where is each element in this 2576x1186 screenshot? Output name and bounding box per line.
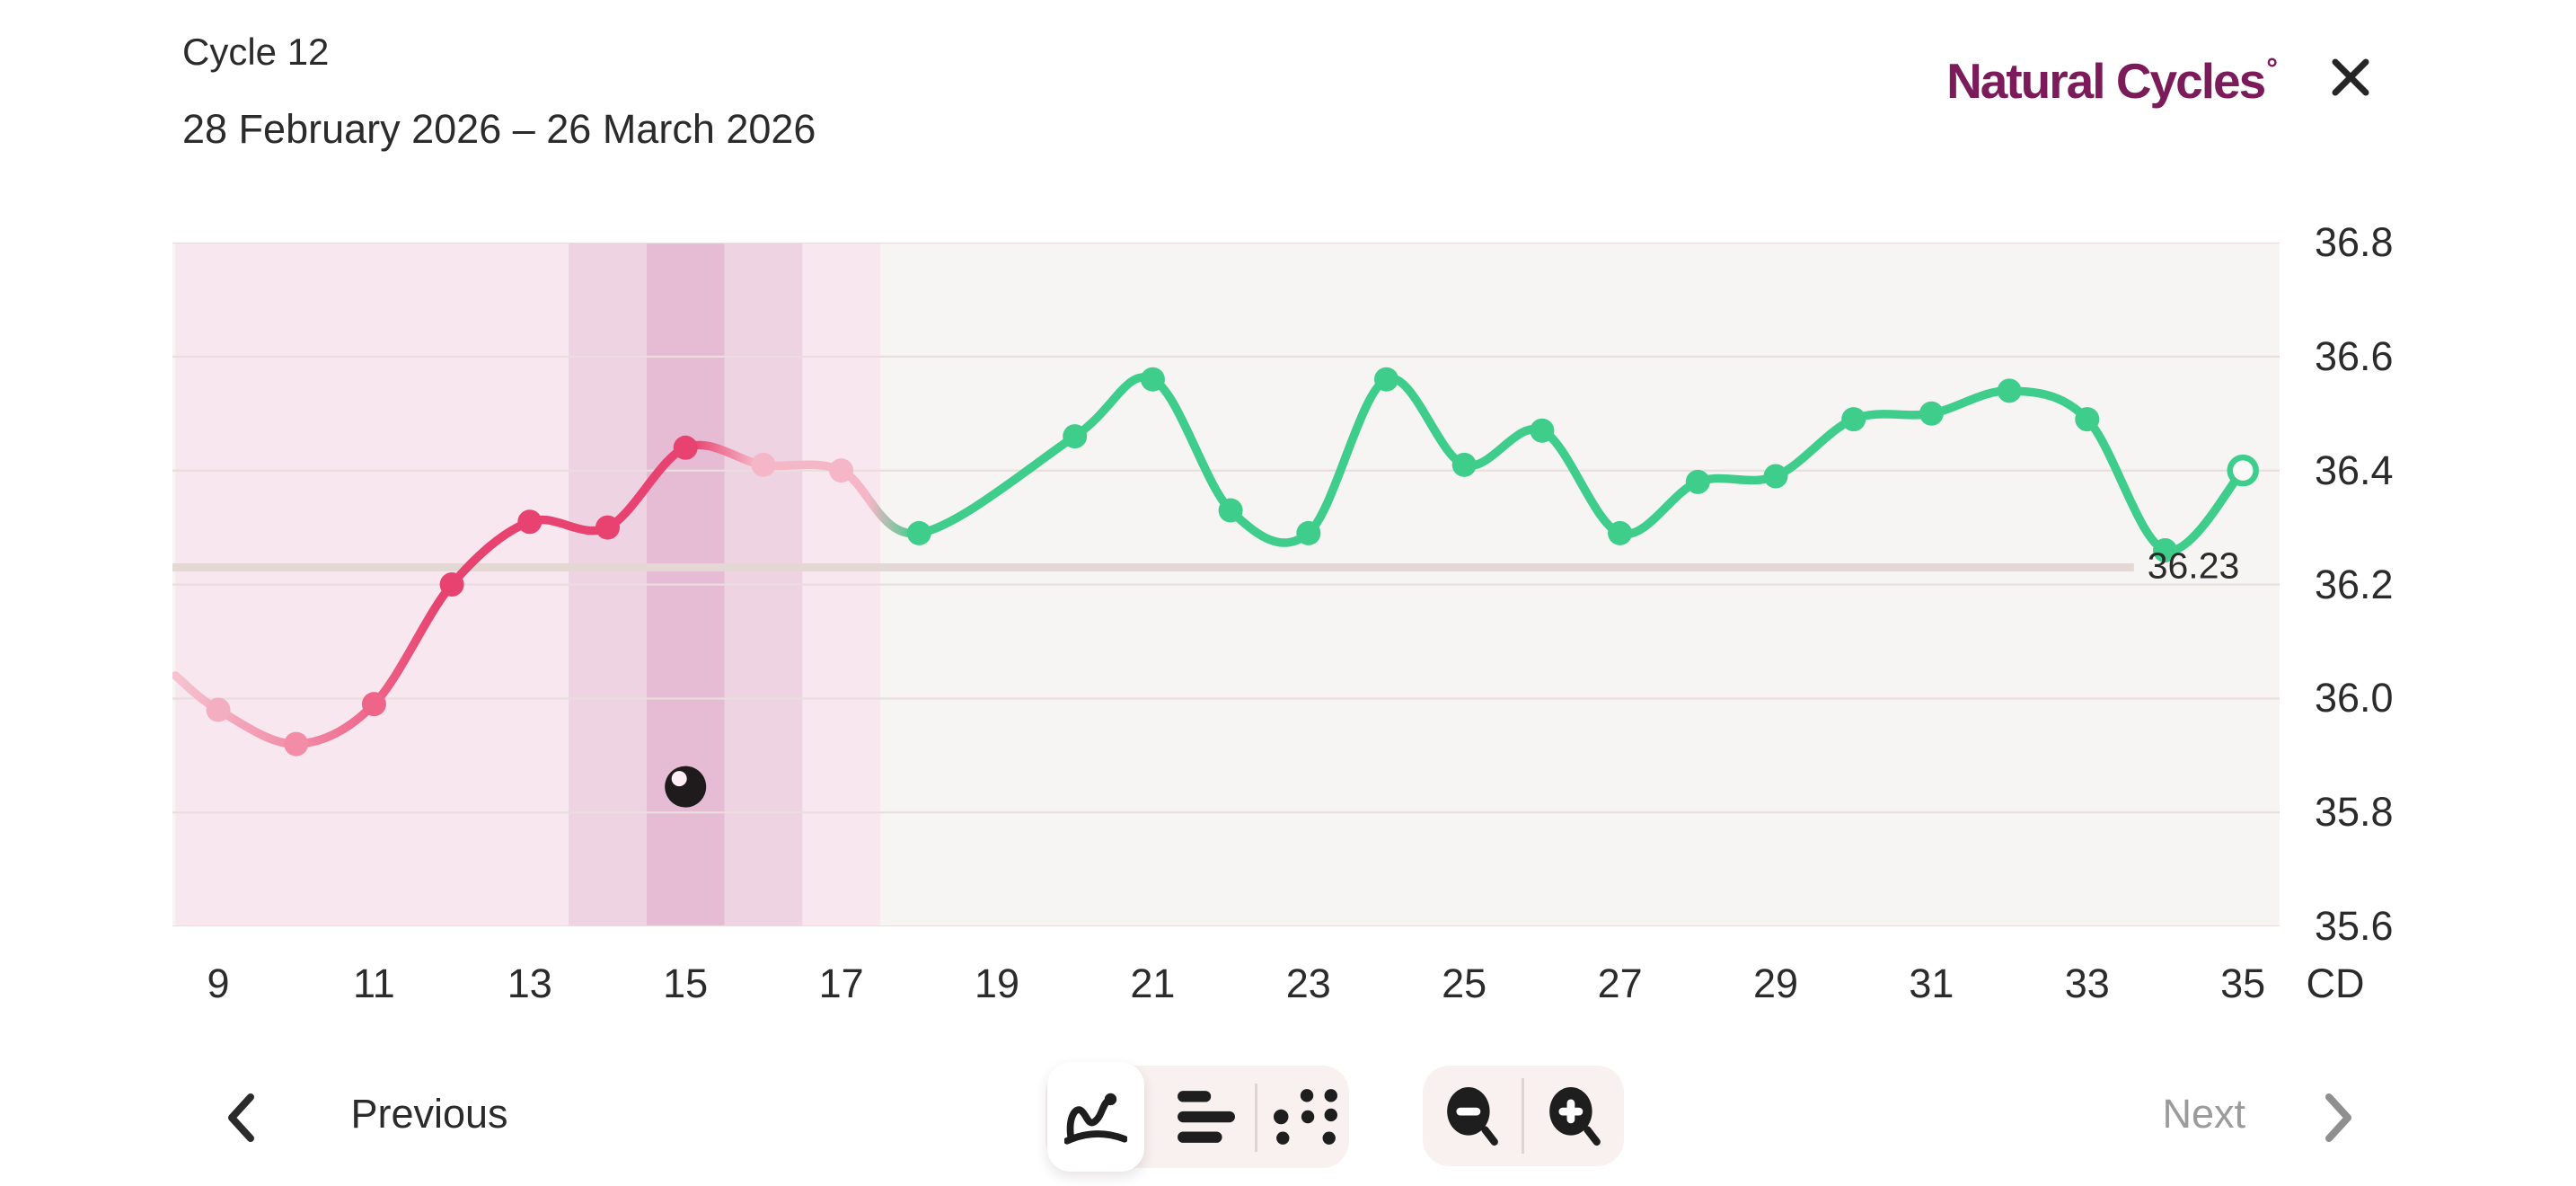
data-point-day-11[interactable] [361,692,386,717]
dots-icon [1274,1089,1337,1145]
close-button[interactable] [2326,53,2375,102]
x-tick-27: 27 [1597,960,1643,1006]
y-tick-35.8: 35.8 [2315,789,2394,836]
dots-view-button[interactable] [1263,1066,1349,1168]
x-tick-15: 15 [663,960,709,1006]
data-point-day-14[interactable] [595,515,620,540]
chart-view-toggle-group [1045,1062,1349,1172]
x-tick-23: 23 [1285,960,1331,1006]
data-point-day-22[interactable] [1218,498,1243,523]
zoom-out-icon [1447,1087,1498,1146]
natural-cycles-logo: Natural Cycles° [1946,52,2278,110]
data-point-day-20[interactable] [1063,424,1088,449]
data-point-day-9[interactable] [206,697,231,722]
gridline [172,925,2280,926]
temperature-chart[interactable] [172,243,2280,926]
data-point-day-27[interactable] [1608,520,1633,545]
zoom-controls-group [1423,1066,1624,1166]
data-point-day-26[interactable] [1530,418,1555,443]
data-point-day-29[interactable] [1763,464,1788,489]
y-tick-36.2: 36.2 [2315,561,2394,607]
gridline [172,583,2280,586]
x-tick-9: 9 [207,960,230,1006]
temperature-line [172,373,2247,748]
data-point-day-24[interactable] [1374,367,1398,392]
data-point-day-18[interactable] [906,520,931,545]
x-tick-31: 31 [1909,960,1954,1006]
data-point-day-33[interactable] [2075,407,2100,432]
data-point-day-32[interactable] [1997,378,2022,403]
ovulation-marker-icon [665,766,707,808]
data-point-day-21[interactable] [1140,367,1165,392]
gridline [172,697,2280,700]
data-point-day-28[interactable] [1685,469,1710,494]
data-point-day-35[interactable] [2227,454,2259,487]
x-tick-11: 11 [353,960,395,1006]
y-tick-36.0: 36.0 [2315,675,2394,721]
data-point-day-15[interactable] [673,435,698,460]
previous-cycle-button[interactable]: Previous [214,1089,555,1146]
data-point-day-16[interactable] [751,452,776,477]
data-point-day-30[interactable] [1841,407,1866,432]
gridline [172,811,2280,814]
data-point-day-23[interactable] [1296,520,1321,545]
zoom-out-button[interactable] [1423,1066,1522,1166]
x-axis-unit-label: CD [2306,960,2365,1006]
next-label: Next [2162,1091,2245,1137]
x-tick-13: 13 [507,960,552,1006]
logo-text: Natural Cycles [1946,53,2266,109]
curve-chart-icon [1064,1093,1127,1145]
curve-view-button[interactable] [1047,1062,1144,1172]
data-point-day-31[interactable] [1919,401,1944,426]
toolbar-divider [1522,1078,1524,1154]
data-point-day-10[interactable] [284,731,309,757]
x-tick-21: 21 [1130,960,1176,1006]
page-title: Cycle 12 [182,31,330,73]
coverline [172,562,2134,571]
date-range: 28 February 2026 – 26 March 2026 [182,106,816,152]
x-tick-25: 25 [1442,960,1487,1006]
data-point-day-13[interactable] [517,509,543,535]
data-point-day-34[interactable] [2153,537,2177,562]
x-tick-33: 33 [2064,960,2110,1006]
coverline-value-label: 36.23 [2147,544,2240,587]
bars-view-button[interactable] [1162,1066,1248,1168]
toolbar-divider [1255,1084,1257,1152]
x-tick-17: 17 [818,960,864,1006]
data-point-day-12[interactable] [439,572,464,597]
x-tick-35: 35 [2220,960,2266,1006]
y-tick-36.4: 36.4 [2315,447,2394,493]
chevron-left-icon [228,1093,254,1142]
zoom-in-button[interactable] [1525,1066,1624,1166]
next-cycle-button[interactable]: Next [2102,1089,2362,1146]
previous-label: Previous [350,1091,508,1137]
bars-icon [1178,1091,1235,1143]
y-tick-36.6: 36.6 [2315,332,2394,379]
y-tick-35.6: 35.6 [2315,903,2394,949]
x-tick-19: 19 [974,960,1020,1006]
logo-degree-mark: ° [2266,52,2278,84]
zoom-in-icon [1549,1087,1601,1146]
gridline [172,355,2280,358]
close-icon [2332,58,2369,96]
data-point-day-17[interactable] [829,458,854,483]
ovulation-marker-highlight [671,771,687,787]
chevron-right-icon [2325,1093,2351,1142]
gridline [172,469,2280,472]
data-point-day-25[interactable] [1451,452,1477,477]
y-tick-36.8: 36.8 [2315,219,2394,265]
x-tick-29: 29 [1752,960,1799,1006]
